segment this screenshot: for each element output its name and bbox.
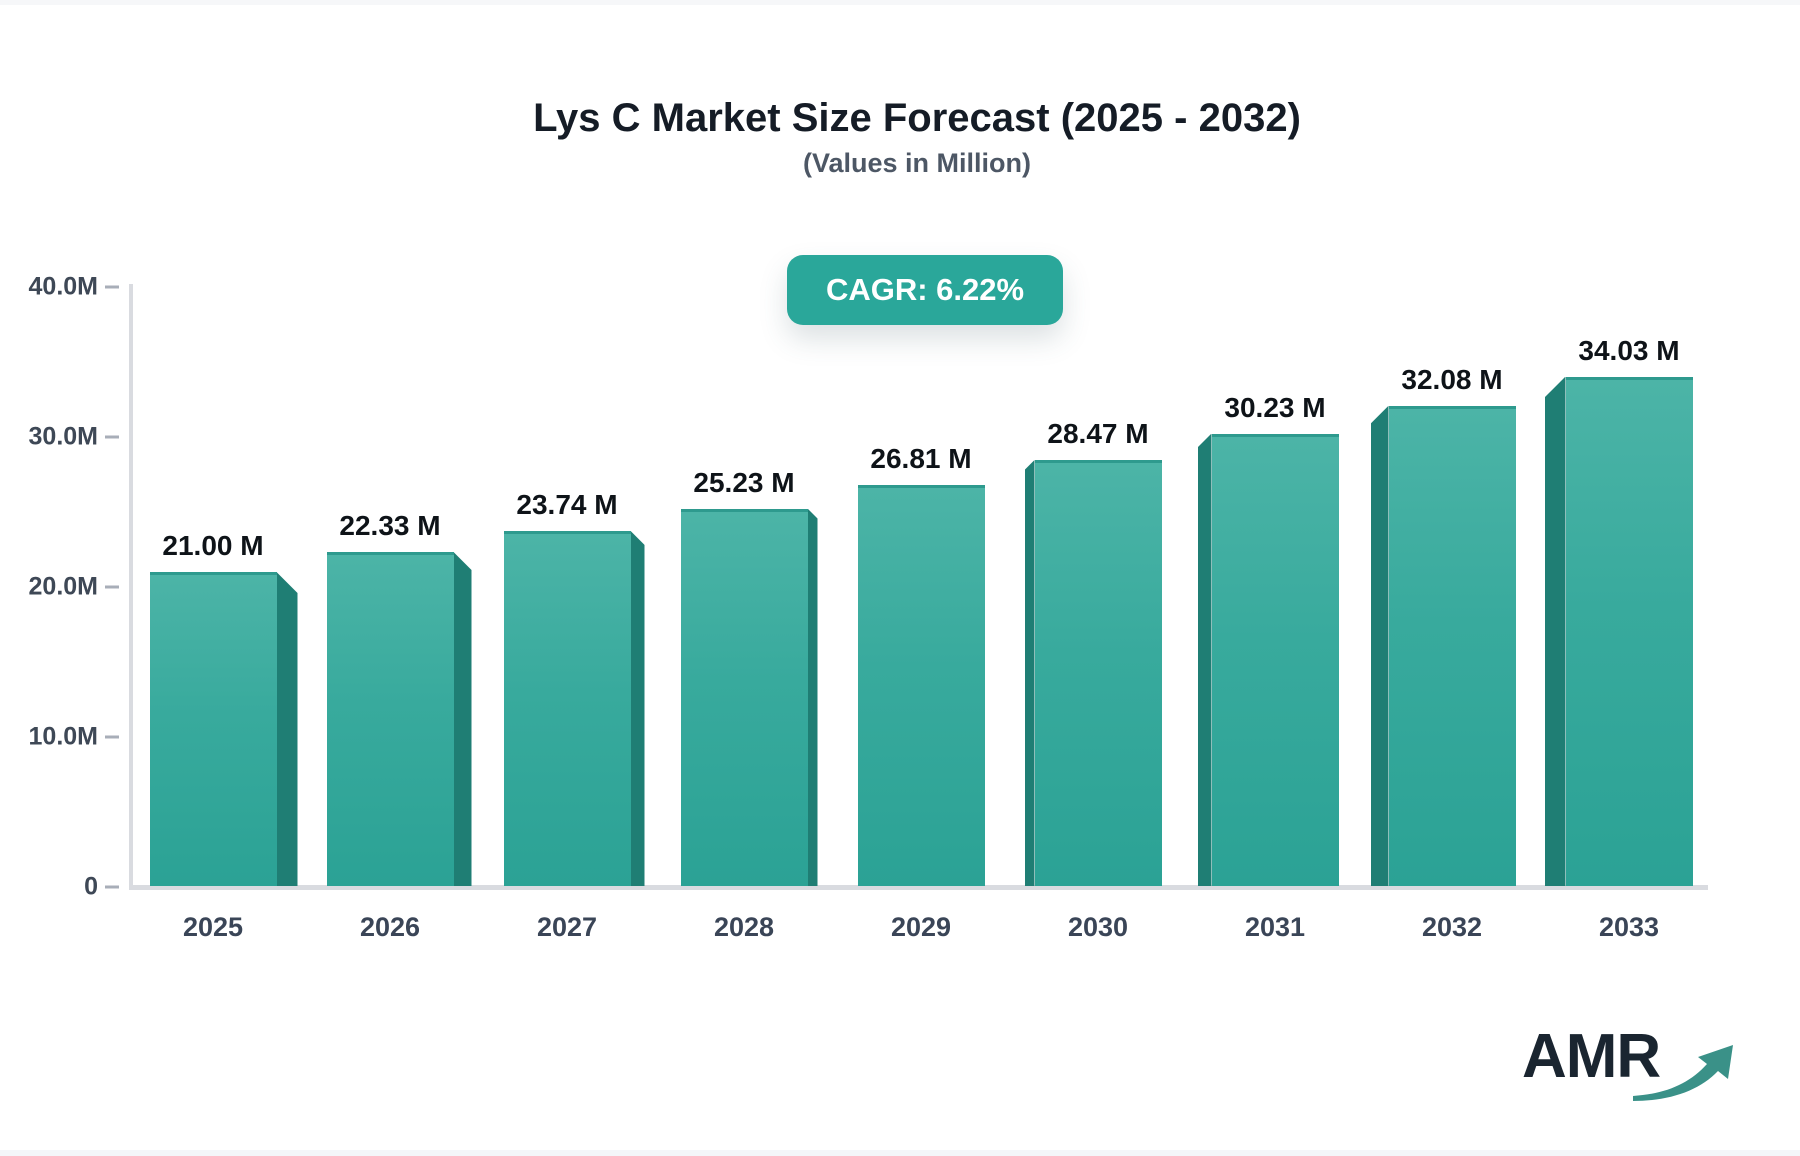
bar-2025 — [149, 572, 277, 886]
bar-2031 — [1211, 433, 1339, 886]
bar-value-label: 25.23 M — [693, 466, 795, 498]
y-axis-tick-label: 10.0M — [28, 722, 98, 751]
x-axis-tick-label: 2032 — [1421, 912, 1483, 942]
bar-value-label: 23.74 M — [516, 488, 618, 520]
bar-3d-side — [1024, 459, 1035, 886]
y-axis-tick-label: 30.0M — [28, 422, 98, 451]
x-axis-tick-label: 2030 — [1067, 912, 1129, 942]
bar-3d-side — [1544, 376, 1566, 886]
amr-logo: AMR — [1522, 1022, 1733, 1116]
bar-2030 — [1034, 459, 1162, 886]
y-axis-tick-mark — [105, 435, 119, 439]
bar-value-label: 26.81 M — [870, 442, 972, 474]
x-axis-tick-label: 2028 — [713, 912, 775, 942]
x-axis-tick-label: 2026 — [359, 912, 421, 942]
bar-2027 — [503, 530, 631, 886]
cagr-badge: CAGR: 6.22% — [787, 255, 1063, 325]
chart-title: Lys C Market Size Forecast (2025 - 2032) — [533, 96, 1301, 140]
bar-value-label: 21.00 M — [162, 530, 264, 561]
bar-3d-side — [1370, 405, 1389, 886]
bar-3d-side — [807, 508, 818, 886]
x-axis-line — [129, 885, 1708, 890]
top-edge-strip — [0, 0, 1800, 5]
amr-logo-text: AMR — [1522, 1022, 1661, 1091]
y-axis-tick-mark — [105, 885, 119, 889]
y-axis-tick-label: 0 — [84, 872, 98, 901]
x-axis-tick-label: 2033 — [1598, 912, 1660, 942]
bar-value-label: 30.23 M — [1224, 391, 1326, 423]
x-axis-tick-label: 2031 — [1244, 912, 1306, 942]
cagr-badge-label: CAGR: 6.22% — [825, 272, 1025, 307]
y-axis-tick-mark — [105, 735, 119, 739]
y-axis-tick-label: 40.0M — [28, 272, 98, 301]
x-axis-tick-label: 2029 — [890, 912, 952, 942]
bottom-edge-strip — [0, 1150, 1800, 1156]
bar-3d-side — [276, 572, 298, 886]
x-axis-tick-label: 2027 — [536, 912, 598, 942]
bar-value-label: 34.03 M — [1578, 334, 1680, 366]
bar-2026 — [326, 552, 454, 886]
bar-2028 — [680, 508, 808, 886]
bar-2033 — [1565, 376, 1693, 886]
chart-subtitle: (Values in Million) — [802, 148, 1032, 178]
y-axis-tick-label: 20.0M — [28, 572, 98, 601]
y-axis-tick-mark — [105, 285, 119, 289]
bar-3d-side — [453, 552, 472, 886]
bar-value-label: 32.08 M — [1401, 363, 1503, 395]
bar-value-label: 22.33 M — [339, 510, 441, 542]
bar-value-label: 28.47 M — [1047, 417, 1149, 449]
x-axis-tick-label: 2025 — [182, 912, 244, 942]
bar-2029 — [857, 484, 985, 886]
y-axis-tick-mark — [105, 585, 119, 589]
bar-2032 — [1388, 405, 1516, 886]
growth-arrow-icon — [1633, 1045, 1733, 1101]
y-axis-line — [129, 284, 133, 889]
bar-3d-side — [1197, 433, 1212, 886]
bar-3d-side — [630, 530, 645, 886]
